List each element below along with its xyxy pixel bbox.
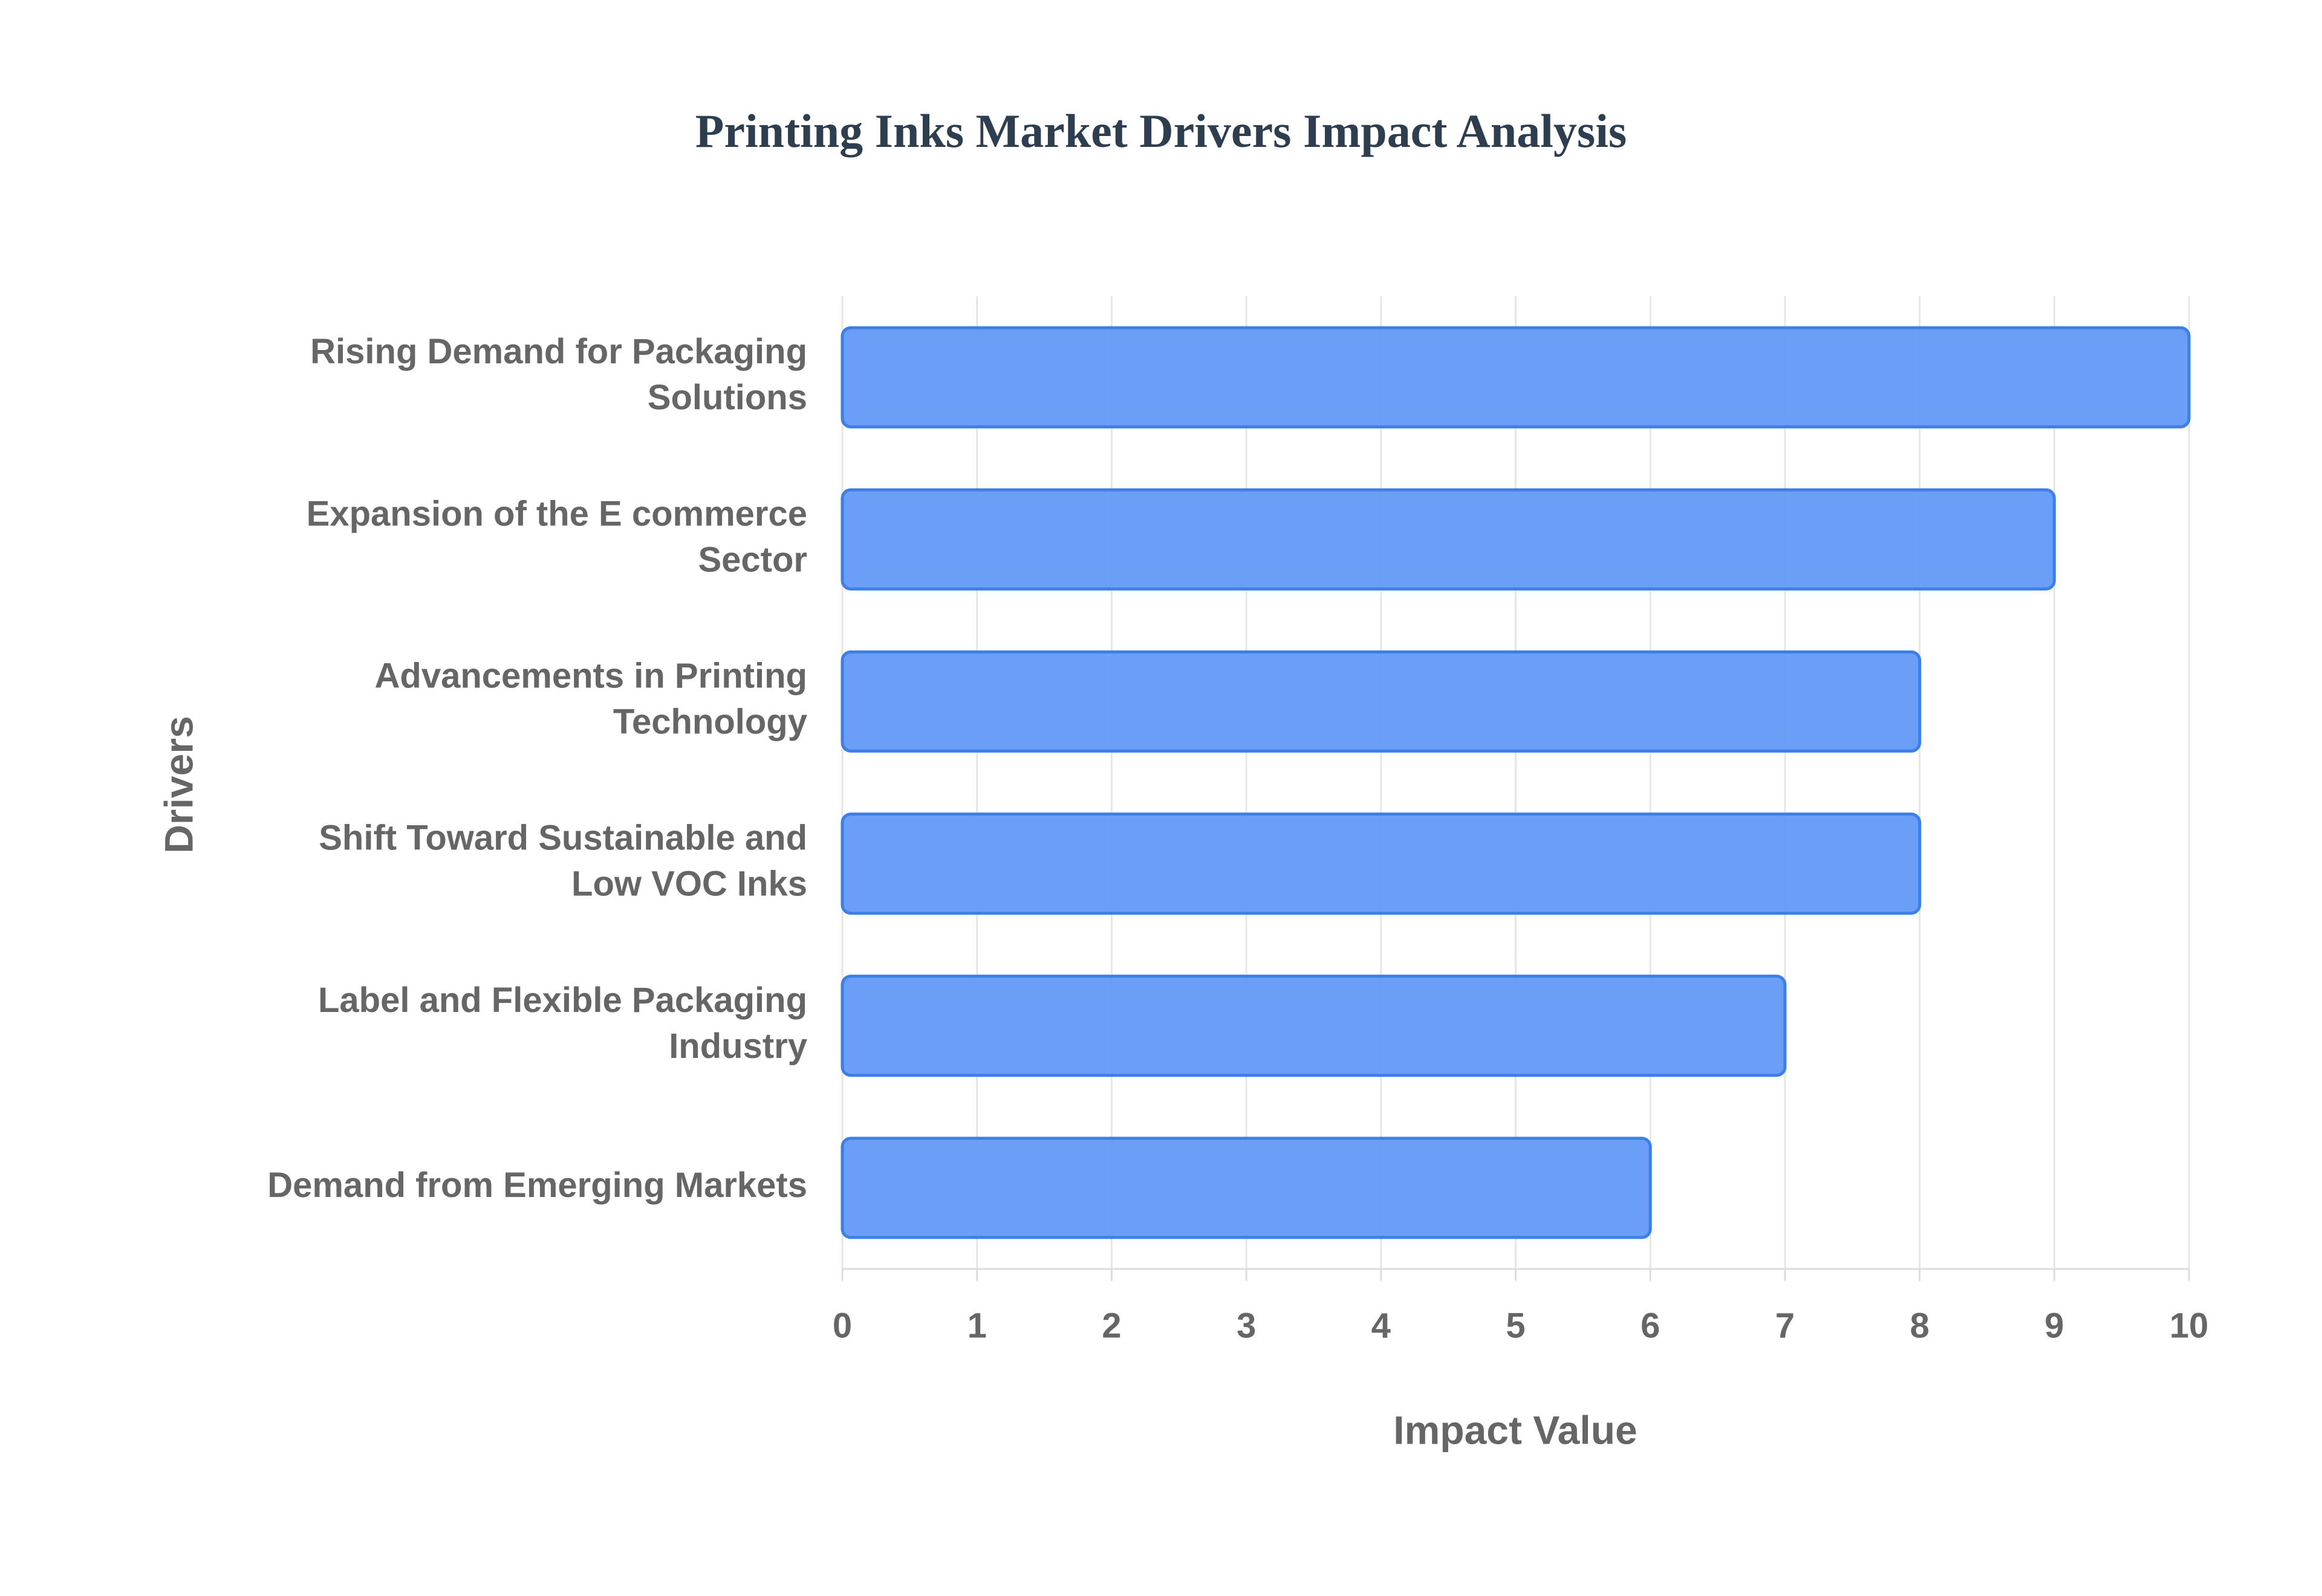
chart-title: Printing Inks Market Drivers Impact Anal… (695, 105, 1627, 157)
label-line: Demand from Emerging Markets (267, 1166, 807, 1205)
label-line: Label and Flexible Packaging (318, 981, 807, 1020)
x-axis-title: Impact Value (1393, 1407, 1637, 1452)
x-tick-label: 5 (1506, 1306, 1525, 1345)
bar (841, 650, 1922, 753)
label-line: Sector (698, 540, 807, 580)
bar (841, 488, 2056, 591)
label-line: Technology (613, 702, 807, 742)
y-tick-label: Demand from Emerging Markets (267, 1166, 807, 1205)
y-tick-label: Shift Toward Sustainable and Low VOC Inks (319, 819, 807, 904)
label-line: Industry (669, 1027, 807, 1066)
bar (841, 813, 1922, 915)
x-tick-label: 9 (2044, 1306, 2064, 1345)
x-tick-label: 7 (1775, 1306, 1795, 1345)
y-tick-label: Label and Flexible Packaging Industry (318, 981, 807, 1066)
label-line: Low VOC Inks (571, 864, 807, 904)
label-line: Solutions (648, 378, 807, 417)
label-line: Advancements in Printing (375, 657, 807, 696)
x-tick-label: 3 (1237, 1306, 1256, 1345)
label-line: Shift Toward Sustainable and (319, 819, 807, 858)
label-line: Expansion of the E commerce (307, 495, 807, 534)
x-tick-label: 0 (833, 1306, 852, 1345)
bar (841, 975, 1787, 1077)
bar (841, 326, 2191, 429)
y-tick-label: Expansion of the E commerce Sector (307, 495, 807, 580)
y-tick-label: Rising Demand for Packaging Solutions (310, 332, 807, 417)
bar (841, 1137, 1652, 1239)
x-tick-label: 1 (968, 1306, 987, 1345)
x-tick-label: 10 (2170, 1306, 2209, 1345)
y-tick-label: Advancements in Printing Technology (375, 657, 807, 742)
x-tick-label: 4 (1371, 1306, 1391, 1345)
x-tick-label: 8 (1910, 1306, 1929, 1345)
y-axis-title: Drivers (156, 716, 201, 854)
x-tick-label: 6 (1641, 1306, 1660, 1345)
label-line: Rising Demand for Packaging (310, 332, 807, 371)
x-tick-label: 2 (1102, 1306, 1121, 1345)
